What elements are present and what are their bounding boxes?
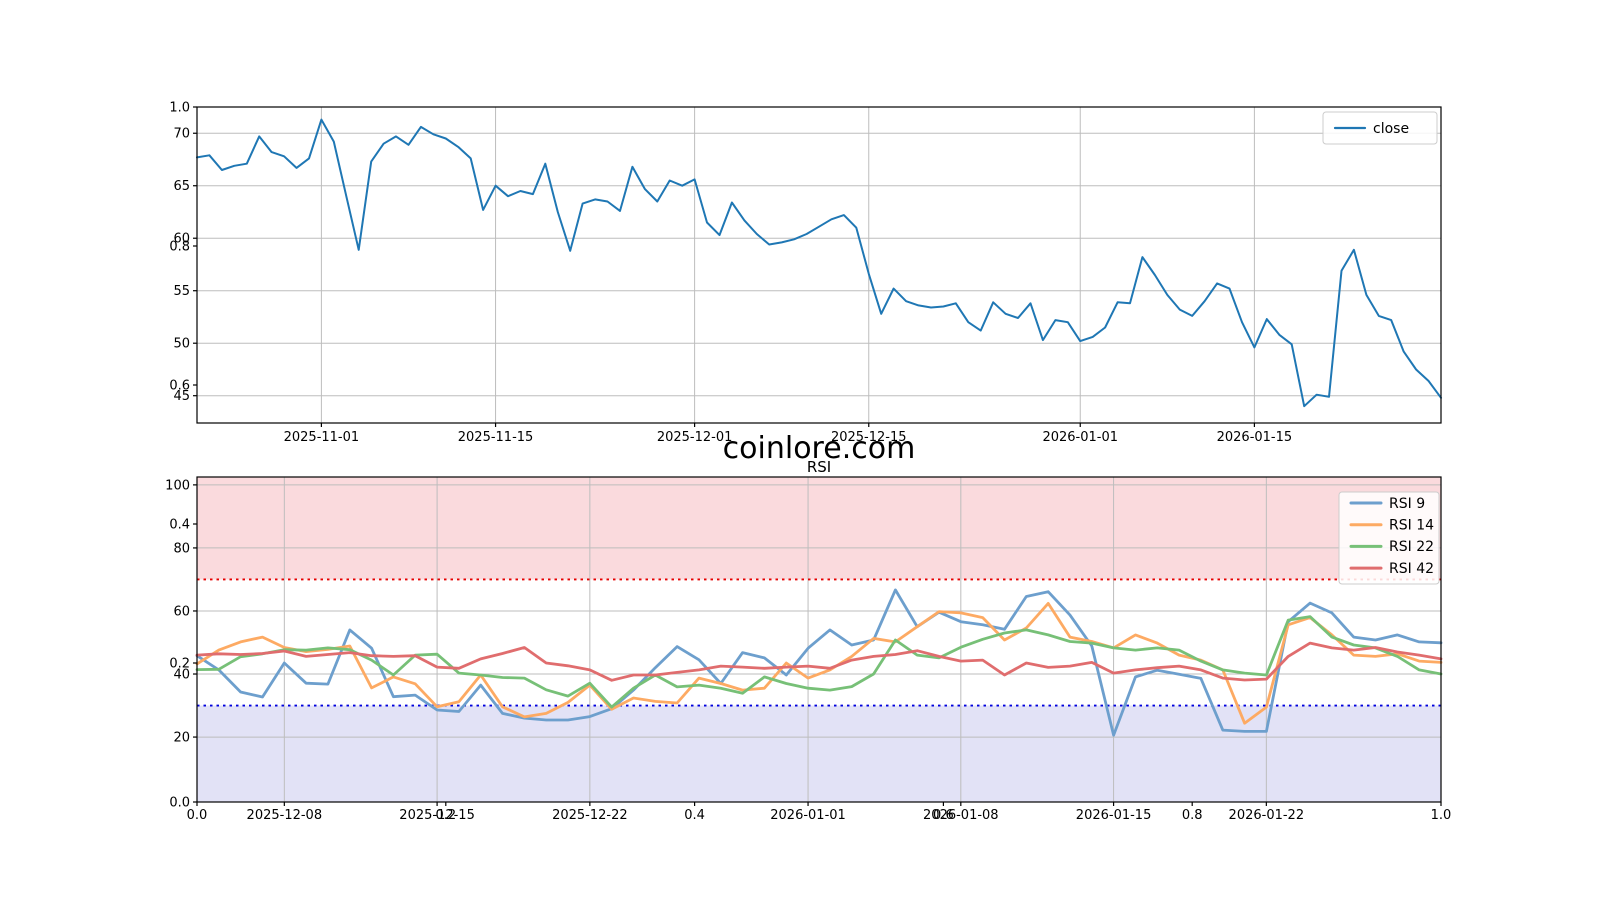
legend-box [1338, 491, 1440, 585]
rsi-14-line [195, 602, 1443, 725]
x-tick-label: 2026-01-15 [1217, 430, 1293, 445]
rsi-panel-title: RSI [807, 458, 831, 476]
y-tick-label: 40 [173, 668, 190, 683]
x-tick-label: 2026-01-08 [923, 808, 999, 823]
legend-entry-rsi-22: RSI 22 [1349, 539, 1434, 555]
legend-label: RSI 9 [1389, 496, 1425, 512]
legend-label: close [1373, 121, 1409, 137]
legend: RSI 9 RSI 14 RSI 22 RSI 42 [1338, 491, 1440, 585]
y-tick-label: 20 [173, 731, 190, 746]
legend-entry-close: close [1333, 121, 1409, 137]
overlay-y-tick-label: 0.2 [169, 657, 190, 672]
rsi-panel: 20 40 60 80 100 2025-12-08 2025-12-15 2025-12-2… [165, 476, 1443, 823]
y-tick-label: 100 [165, 478, 190, 493]
x-tick-label: 2025-12-15 [831, 430, 907, 445]
overlay-y-tick-label: 0.4 [169, 518, 190, 533]
x-tick-label: 2026-01-22 [1229, 808, 1305, 823]
y-tick-label: 55 [173, 284, 190, 299]
y-tick-label: 70 [173, 127, 190, 142]
rsi-9-line [195, 588, 1443, 737]
legend-entry-rsi-14: RSI 14 [1349, 518, 1434, 534]
x-tick-label: 2025-11-15 [458, 430, 534, 445]
x-tick-label: 2025-12-15 [399, 808, 475, 823]
legend-entry-rsi-42: RSI 42 [1349, 561, 1434, 577]
overlay-x-tick-label: 0.6 [933, 808, 954, 823]
y-tick-label: 50 [173, 337, 190, 352]
x-tick-label: 2026-01-01 [770, 808, 846, 823]
y-tick-label: 45 [173, 389, 190, 404]
y-tick-label: 65 [173, 179, 190, 194]
legend-label: RSI 14 [1389, 518, 1434, 534]
legend-box [1322, 111, 1438, 145]
legend-label: RSI 42 [1389, 561, 1434, 577]
x-tick-label: 2025-12-01 [657, 430, 733, 445]
axes-frame [196, 106, 1442, 424]
overlay-y-tick-label: 0.8 [169, 240, 190, 255]
overlay-axis: 1.0 0.8 0.6 0.4 0.2 0.00.0 0.2 0.4 0.6 0.8 1.0 [169, 101, 1451, 824]
price-panel: 45 50 55 60 65 70 2025-11-01 2025-11-15 2025-12-… [173, 106, 1442, 445]
overlay-y-tick-label: 0.6 [169, 379, 190, 394]
overlay-x-tick-label: 0.2 [435, 808, 456, 823]
close-line [196, 118, 1442, 408]
overlay-y-tick-label: 0.0 [169, 796, 190, 811]
rsi-42-line [195, 641, 1443, 682]
y-tick-label: 60 [173, 604, 190, 619]
x-tick-label: 2026-01-01 [1042, 430, 1118, 445]
legend-entry-rsi-9: RSI 9 [1349, 496, 1425, 512]
overlay-x-tick-label: 0.8 [1182, 808, 1203, 823]
legend-label: RSI 22 [1389, 539, 1434, 555]
overlay-y-tick-label: 1.0 [169, 101, 190, 116]
y-tick-label: 60 [173, 232, 190, 247]
axes-frame [196, 476, 1442, 803]
y-tick-label: 80 [173, 541, 190, 556]
legend: close [1322, 111, 1438, 145]
x-tick-label: 2025-12-22 [552, 808, 628, 823]
oversold-zone [197, 705, 1441, 802]
watermark: coinlore.com [723, 431, 916, 466]
rsi-22-line [195, 615, 1443, 709]
x-tick-label: 2026-01-15 [1076, 808, 1152, 823]
overbought-zone [197, 477, 1441, 580]
overlay-x-tick-label: 0.4 [684, 808, 705, 823]
x-tick-label: 2025-12-08 [247, 808, 323, 823]
x-tick-label: 2025-11-01 [284, 430, 360, 445]
overlay-x-tick-label: 0.0 [187, 808, 208, 823]
overlay-x-tick-label: 1.0 [1431, 808, 1452, 823]
